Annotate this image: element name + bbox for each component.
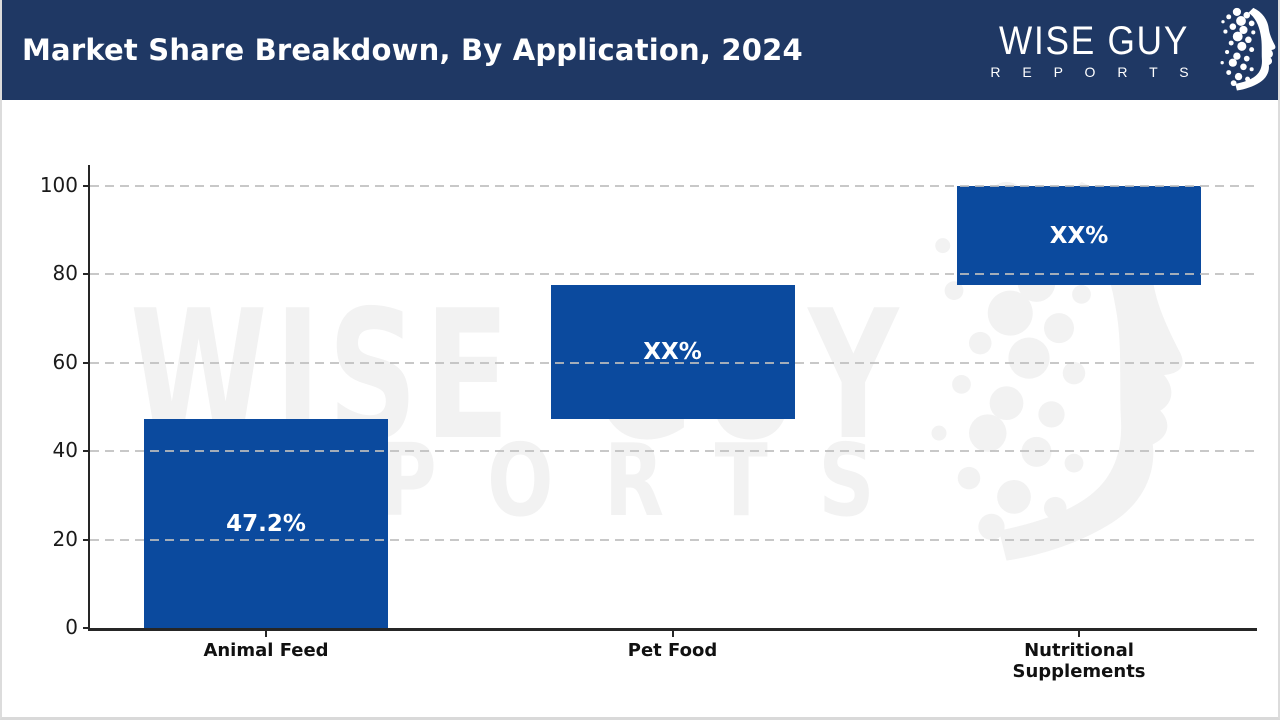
x-axis-spine <box>88 628 1257 631</box>
gridline-y40 <box>90 450 1257 453</box>
x-tick-mark <box>1078 630 1080 637</box>
logo-wordmark: WISE GUY <box>998 19 1190 63</box>
gridline-y60 <box>90 361 1257 364</box>
y-tick-mark <box>83 361 90 364</box>
x-category-label: Pet Food <box>627 640 718 661</box>
y-tick-mark <box>83 538 90 541</box>
y-tick-mark <box>83 450 90 453</box>
gridline-y80 <box>90 273 1257 276</box>
logo-text: WISE GUY R E P O R T S <box>986 21 1202 79</box>
y-tick-mark <box>83 185 90 187</box>
bar-value-label: XX% <box>643 339 702 366</box>
y-tick-label: 100 <box>39 173 78 198</box>
header-bar: Market Share Breakdown, By Application, … <box>2 0 1278 100</box>
chart-title: Market Share Breakdown, By Application, … <box>22 33 803 67</box>
wise-guy-logo: WISE GUY R E P O R T S <box>986 7 1278 93</box>
bar-pet-food <box>550 285 795 420</box>
y-tick-label: 80 <box>52 261 78 286</box>
y-tick-label: 0 <box>65 615 78 640</box>
logo-face-icon <box>1220 7 1276 91</box>
logo-subtitle: R E P O R T S <box>990 64 1198 80</box>
x-tick-mark <box>265 630 267 637</box>
y-axis-spine <box>88 165 90 630</box>
plot-area: 47.2% XX% XX% 0 20 40 60 80 100 Animal Feed Pet Fo… <box>2 100 1278 717</box>
x-category-label: Nutritional Supplements <box>1012 640 1146 682</box>
y-tick-mark <box>83 273 90 276</box>
y-tick-mark <box>83 627 90 629</box>
bar-animal-feed <box>144 419 388 628</box>
x-tick-mark <box>671 630 674 637</box>
x-category-label: Animal Feed <box>203 640 329 661</box>
y-tick-label: 20 <box>52 526 78 551</box>
gridline-y20 <box>90 538 1257 541</box>
gridline-y100 <box>90 185 1257 187</box>
bar-value-label: XX% <box>1049 222 1109 249</box>
bar-nutritional-supplements <box>957 186 1201 286</box>
y-tick-label: 40 <box>52 438 78 463</box>
y-tick-label: 60 <box>52 349 78 374</box>
bar-value-label: 47.2% <box>226 510 306 537</box>
